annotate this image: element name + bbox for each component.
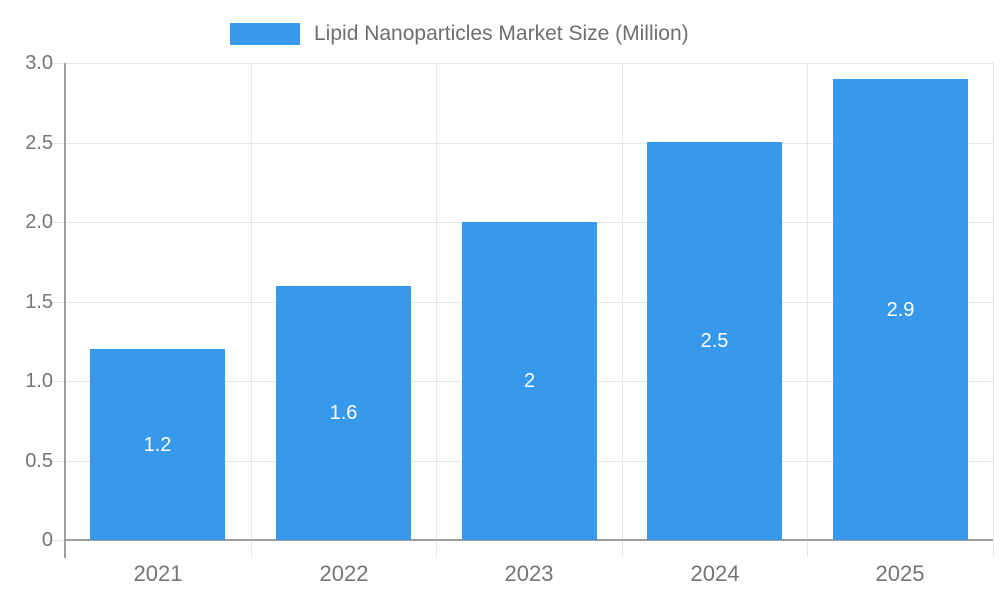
y-axis-tick-label: 2.0	[25, 211, 53, 233]
x-gridline	[622, 63, 623, 540]
y-axis-tick	[47, 540, 65, 541]
x-gridline	[993, 63, 994, 540]
legend-item[interactable]: Lipid Nanoparticles Market Size (Million…	[230, 20, 689, 48]
legend-swatch-icon	[230, 23, 300, 45]
y-axis-tick-label: 1.0	[25, 370, 53, 392]
y-axis-tick	[47, 302, 65, 303]
bar-2022[interactable]	[276, 286, 411, 540]
x-gridline	[436, 63, 437, 540]
y-gridline	[65, 143, 993, 144]
bar-2024[interactable]	[647, 142, 782, 540]
x-axis-tick-label: 2023	[504, 561, 554, 586]
x-axis-tick-label: 2022	[319, 561, 369, 586]
bar-value-label: 2.9	[886, 299, 915, 321]
x-axis-tick	[436, 540, 437, 557]
y-axis-tick	[47, 143, 65, 144]
y-axis-tick-label: 0.5	[25, 450, 53, 472]
x-gridline	[807, 63, 808, 540]
y-axis-tick-label: 2.5	[25, 132, 53, 154]
y-gridline	[65, 63, 993, 64]
y-axis-tick-label: 0	[41, 529, 53, 551]
bar-value-label: 1.2	[143, 434, 172, 456]
y-axis-tick-label: 3.0	[25, 52, 53, 74]
bar-value-label: 1.6	[329, 402, 358, 424]
x-axis-tick	[993, 540, 994, 557]
x-axis-tick-label: 2024	[690, 561, 740, 586]
bar-value-label: 2.5	[700, 330, 729, 352]
bar-2025[interactable]	[833, 79, 968, 540]
y-axis-tick	[47, 461, 65, 462]
y-axis-tick	[47, 381, 65, 382]
y-axis-tick-label: 1.5	[25, 291, 53, 313]
y-axis-line	[64, 63, 66, 558]
x-axis-tick	[251, 540, 252, 557]
bar-value-label: 2	[523, 370, 536, 392]
y-axis-tick	[47, 222, 65, 223]
x-axis-tick	[807, 540, 808, 557]
bar-2021[interactable]	[90, 349, 225, 540]
y-axis-tick	[47, 63, 65, 64]
bar-2023[interactable]	[462, 222, 597, 540]
x-gridline	[251, 63, 252, 540]
legend-label: Lipid Nanoparticles Market Size (Million…	[314, 22, 689, 45]
x-axis-line	[65, 539, 993, 541]
x-axis-tick	[622, 540, 623, 557]
x-axis-tick-label: 2025	[875, 561, 925, 586]
x-axis-tick-label: 2021	[133, 561, 183, 586]
